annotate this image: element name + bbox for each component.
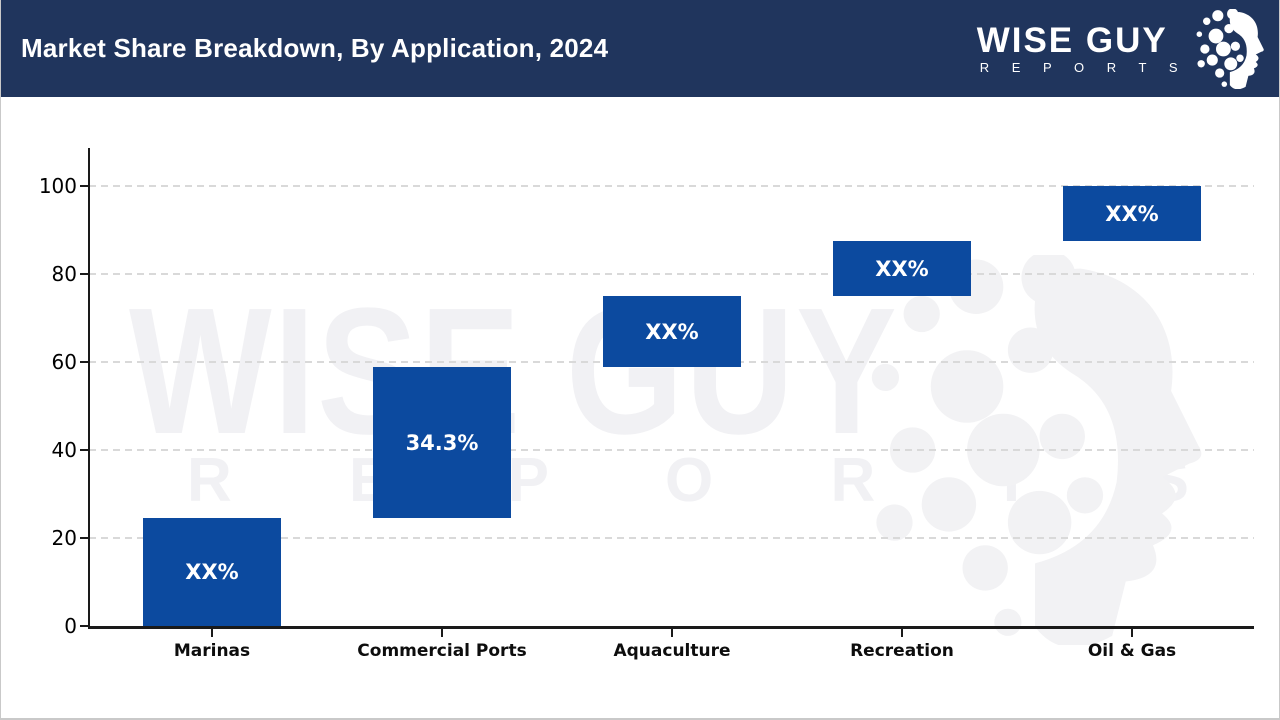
chart-title: Market Share Breakdown, By Application, … xyxy=(21,33,609,63)
gridline-40 xyxy=(89,449,1254,451)
y-tick-label: 60 xyxy=(51,350,77,374)
gridline-20 xyxy=(89,537,1254,539)
y-tick-mark xyxy=(80,361,88,363)
x-axis-line xyxy=(88,626,1254,629)
y-tick-label: 20 xyxy=(51,526,77,550)
header-bar: Market Share Breakdown, By Application, … xyxy=(1,0,1279,97)
bar-value-label: XX% xyxy=(875,256,929,281)
bar-value-label: XX% xyxy=(645,319,699,344)
bar-segment-1 xyxy=(373,367,511,519)
y-tick-label: 100 xyxy=(38,174,77,198)
brand-logo-text: WISE GUY R E P O R T S xyxy=(976,20,1187,75)
y-tick-label: 80 xyxy=(51,262,77,286)
y-tick-label: 40 xyxy=(51,438,77,462)
y-tick-mark xyxy=(80,185,88,187)
x-tick-label: Aquaculture xyxy=(613,641,731,661)
y-tick-mark xyxy=(80,537,88,539)
gridline-80 xyxy=(89,273,1254,275)
y-axis-line xyxy=(88,148,90,628)
bar-segment-3 xyxy=(833,241,971,296)
brand-logo-wordmark: WISE GUY xyxy=(976,20,1168,60)
x-tick-mark xyxy=(1131,629,1133,637)
bar-value-label: 34.3% xyxy=(405,430,479,455)
bar-value-label: XX% xyxy=(185,560,239,585)
y-tick-mark xyxy=(80,273,88,275)
y-tick-mark xyxy=(80,625,88,627)
x-tick-mark xyxy=(901,629,903,637)
x-tick-mark xyxy=(671,629,673,637)
brand-logo: WISE GUY R E P O R T S xyxy=(976,8,1265,89)
x-tick-mark xyxy=(441,629,443,637)
x-tick-label: Oil & Gas xyxy=(1087,641,1177,661)
x-tick-label: Marinas xyxy=(173,641,251,661)
y-tick-label: 0 xyxy=(64,614,77,638)
y-tick-mark xyxy=(80,449,88,451)
x-tick-mark xyxy=(211,629,213,637)
brand-logo-head-icon xyxy=(1196,8,1264,89)
gridline-100 xyxy=(89,185,1254,187)
x-tick-label: Commercial Ports xyxy=(357,641,527,661)
bar-segment-4 xyxy=(1063,186,1201,241)
bar-segment-0 xyxy=(143,518,281,626)
x-tick-label: Recreation xyxy=(850,641,954,661)
bar-segment-2 xyxy=(603,296,741,368)
bar-value-label: XX% xyxy=(1105,201,1159,226)
watermark-wordmark: WISE GUY xyxy=(129,271,899,472)
brand-logo-subtitle: R E P O R T S xyxy=(979,59,1187,75)
